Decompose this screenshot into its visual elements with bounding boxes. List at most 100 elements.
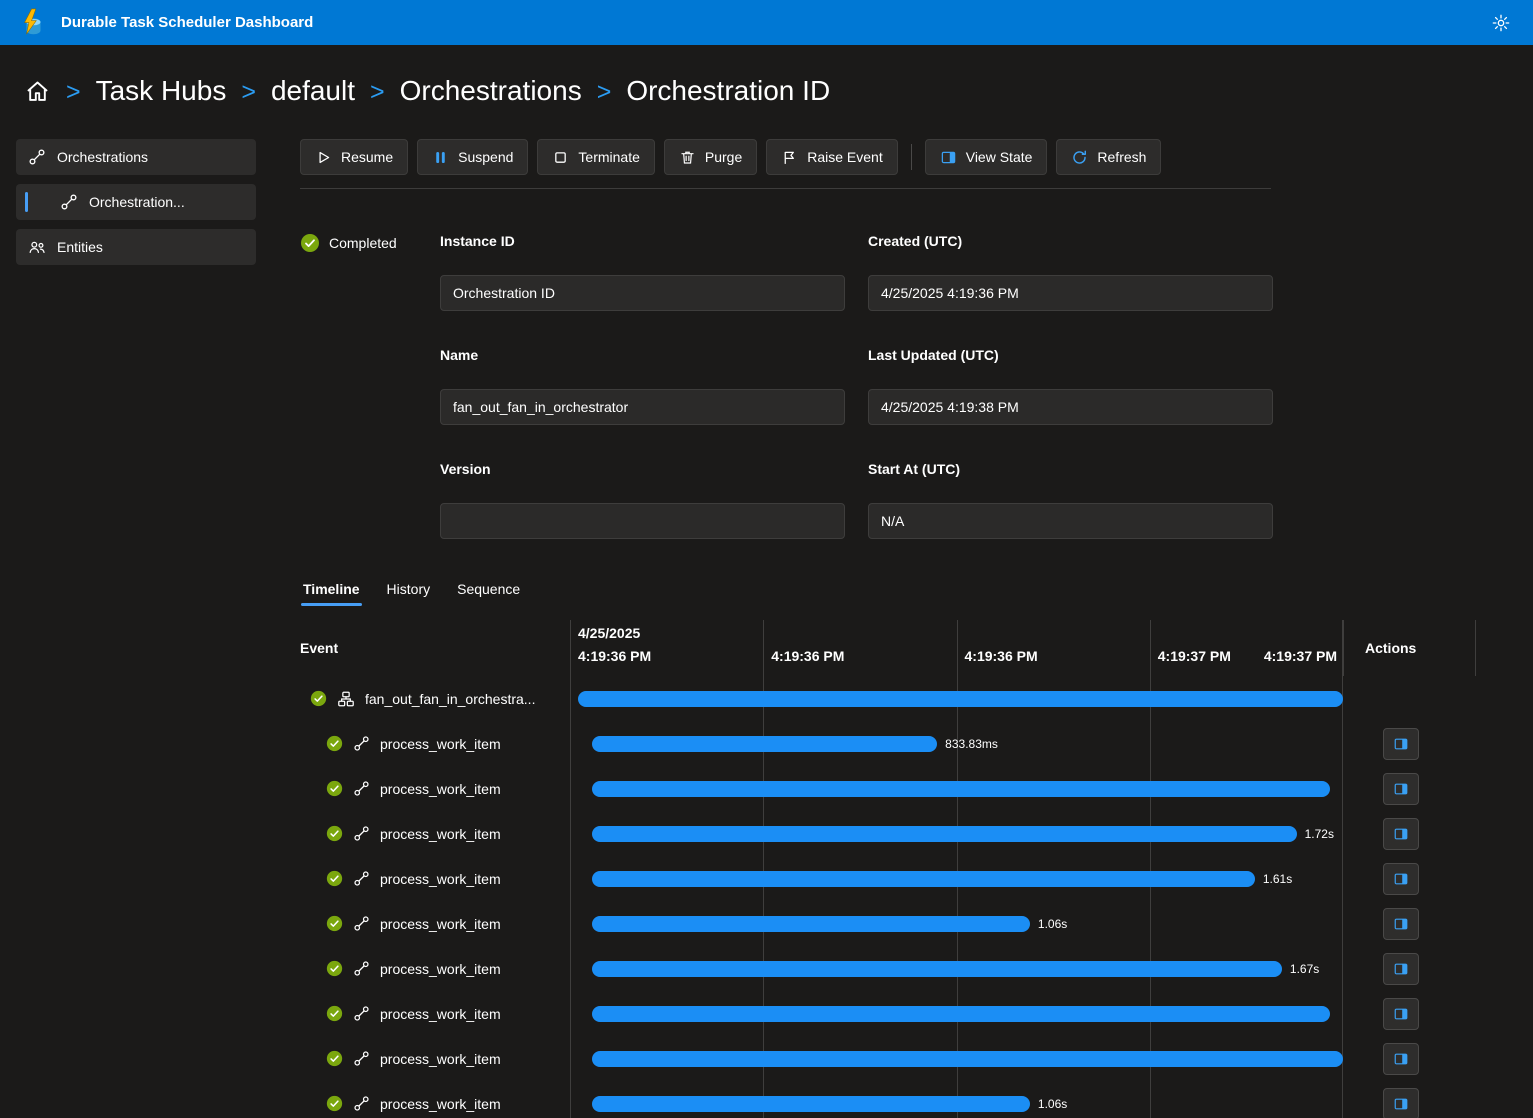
sidebar-item-orchestrations[interactable]: Orchestrations bbox=[16, 139, 256, 175]
gridline bbox=[1149, 620, 1151, 1118]
view-state-action-button[interactable] bbox=[1383, 907, 1419, 940]
event-name: process_work_item bbox=[380, 915, 501, 932]
timeline-row[interactable]: process_work_item bbox=[300, 766, 1476, 811]
timeline-row[interactable]: process_work_item 833.83ms bbox=[300, 721, 1476, 766]
panel-icon bbox=[1393, 871, 1409, 887]
panel-icon bbox=[1393, 781, 1409, 797]
sidebar-item-entities[interactable]: Entities bbox=[16, 229, 256, 265]
actions-cell bbox=[1343, 727, 1476, 760]
toolbar-divider bbox=[910, 144, 912, 170]
view-state-action-button[interactable] bbox=[1383, 862, 1419, 895]
event-cell: process_work_item bbox=[300, 1095, 570, 1112]
workflow-icon bbox=[60, 193, 78, 211]
activity-type-icon bbox=[353, 1005, 370, 1022]
version-field[interactable] bbox=[440, 503, 845, 539]
breadcrumb-taskhub-name[interactable]: default bbox=[270, 75, 356, 106]
timeline-row[interactable]: process_work_item bbox=[300, 991, 1476, 1036]
suspend-button[interactable]: Suspend bbox=[417, 139, 529, 175]
name-field[interactable]: fan_out_fan_in_orchestrator bbox=[440, 389, 845, 425]
timeline-chart-cell bbox=[570, 676, 1343, 721]
duration-label: 1.06s bbox=[1037, 1096, 1068, 1111]
timeline-row[interactable]: process_work_item 1.61s bbox=[300, 856, 1476, 901]
timeline-row[interactable]: fan_out_fan_in_orchestra... bbox=[300, 676, 1476, 721]
view-state-action-button[interactable] bbox=[1383, 772, 1419, 805]
actions-cell bbox=[1343, 817, 1476, 850]
button-label: Raise Event bbox=[807, 149, 883, 165]
sidebar-item-label: Orchestration... bbox=[89, 194, 185, 210]
sidebar-item-orchestration-detail[interactable]: Orchestration... bbox=[16, 184, 256, 220]
timeline-row[interactable]: process_work_item 1.06s bbox=[300, 1081, 1476, 1118]
view-state-button[interactable]: View State bbox=[924, 139, 1048, 175]
event-cell: fan_out_fan_in_orchestra... bbox=[300, 690, 570, 708]
actions-cell bbox=[1343, 862, 1476, 895]
view-state-action-button[interactable] bbox=[1383, 1042, 1419, 1075]
activity-type-icon bbox=[353, 1095, 370, 1112]
tab-timeline[interactable]: Timeline bbox=[301, 581, 362, 606]
activity-type-icon bbox=[353, 825, 370, 842]
event-column-header: Event bbox=[300, 640, 339, 656]
view-state-action-button[interactable] bbox=[1383, 952, 1419, 985]
play-icon bbox=[315, 149, 332, 166]
orchestration-type-icon bbox=[337, 690, 355, 708]
activity-type-icon bbox=[353, 960, 370, 977]
completed-check-icon bbox=[326, 960, 343, 977]
duration-label: 1.06s bbox=[1037, 916, 1068, 931]
view-state-action-button[interactable] bbox=[1383, 997, 1419, 1030]
timeline-row[interactable]: process_work_item 1.67s bbox=[300, 946, 1476, 991]
button-label: Refresh bbox=[1097, 149, 1147, 165]
duration-label: 833.83ms bbox=[945, 736, 998, 751]
gridline bbox=[763, 620, 765, 1118]
app-logo-icon bbox=[18, 8, 48, 38]
event-cell: process_work_item bbox=[300, 915, 570, 932]
field-last-updated: Last Updated (UTC) 4/25/2025 4:19:38 PM bbox=[868, 347, 1273, 461]
view-state-action-button[interactable] bbox=[1383, 727, 1419, 760]
field-created: Created (UTC) 4/25/2025 4:19:36 PM bbox=[868, 233, 1273, 347]
completed-check-icon bbox=[326, 1095, 343, 1112]
terminate-button[interactable]: Terminate bbox=[537, 139, 655, 175]
settings-button[interactable] bbox=[1487, 9, 1515, 37]
resume-button[interactable]: Resume bbox=[300, 139, 409, 175]
view-state-action-button[interactable] bbox=[1383, 1087, 1419, 1118]
tab-sequence[interactable]: Sequence bbox=[457, 581, 521, 597]
raise-event-button[interactable]: Raise Event bbox=[766, 139, 898, 175]
timeline-chart-cell: 1.72s bbox=[570, 811, 1343, 856]
status-badge: Completed bbox=[300, 233, 440, 253]
timeline-row[interactable]: process_work_item 1.72s bbox=[300, 811, 1476, 856]
breadcrumb-task-hubs[interactable]: Task Hubs bbox=[95, 75, 227, 106]
field-label: Instance ID bbox=[440, 233, 515, 249]
purge-button[interactable]: Purge bbox=[663, 139, 758, 175]
actions-cell bbox=[1343, 772, 1476, 805]
breadcrumb-orchestrations[interactable]: Orchestrations bbox=[399, 75, 582, 106]
refresh-button[interactable]: Refresh bbox=[1056, 139, 1162, 175]
completed-check-icon bbox=[326, 1005, 343, 1022]
completed-check-icon bbox=[326, 915, 343, 932]
event-name: process_work_item bbox=[380, 735, 501, 752]
home-button[interactable] bbox=[24, 78, 51, 105]
last-updated-field[interactable]: 4/25/2025 4:19:38 PM bbox=[868, 389, 1273, 425]
view-state-action-button[interactable] bbox=[1383, 817, 1419, 850]
tab-history[interactable]: History bbox=[386, 581, 431, 597]
orchestration-details: Completed Instance ID Orchestration ID C… bbox=[300, 233, 1533, 575]
activity-type-icon bbox=[353, 735, 370, 752]
created-field[interactable]: 4/25/2025 4:19:36 PM bbox=[868, 275, 1273, 311]
time-tick: 4/25/2025 4:19:36 PM bbox=[578, 622, 651, 667]
timeline-chart-cell: 1.67s bbox=[570, 946, 1343, 991]
completed-check-icon bbox=[326, 735, 343, 752]
instance-id-field[interactable]: Orchestration ID bbox=[440, 275, 845, 311]
actions-cell bbox=[1343, 1042, 1476, 1075]
home-icon bbox=[24, 78, 51, 105]
timeline-rows: fan_out_fan_in_orchestra... bbox=[300, 676, 1476, 1118]
panel-icon bbox=[1393, 1096, 1409, 1112]
timeline-panel: Event 4/25/2025 4:19:36 PM 4:19:36 PM 4:… bbox=[300, 620, 1476, 1118]
actions-cell bbox=[1343, 907, 1476, 940]
event-name: process_work_item bbox=[380, 825, 501, 842]
field-label: Last Updated (UTC) bbox=[868, 347, 999, 363]
panel-icon bbox=[1393, 1006, 1409, 1022]
timeline-row[interactable]: process_work_item bbox=[300, 1036, 1476, 1081]
actions-cell bbox=[1343, 952, 1476, 985]
timeline-row[interactable]: process_work_item 1.06s bbox=[300, 901, 1476, 946]
completed-check-icon bbox=[300, 233, 320, 253]
start-at-field[interactable]: N/A bbox=[868, 503, 1273, 539]
panel-icon bbox=[1393, 1051, 1409, 1067]
panel-icon bbox=[1393, 736, 1409, 752]
